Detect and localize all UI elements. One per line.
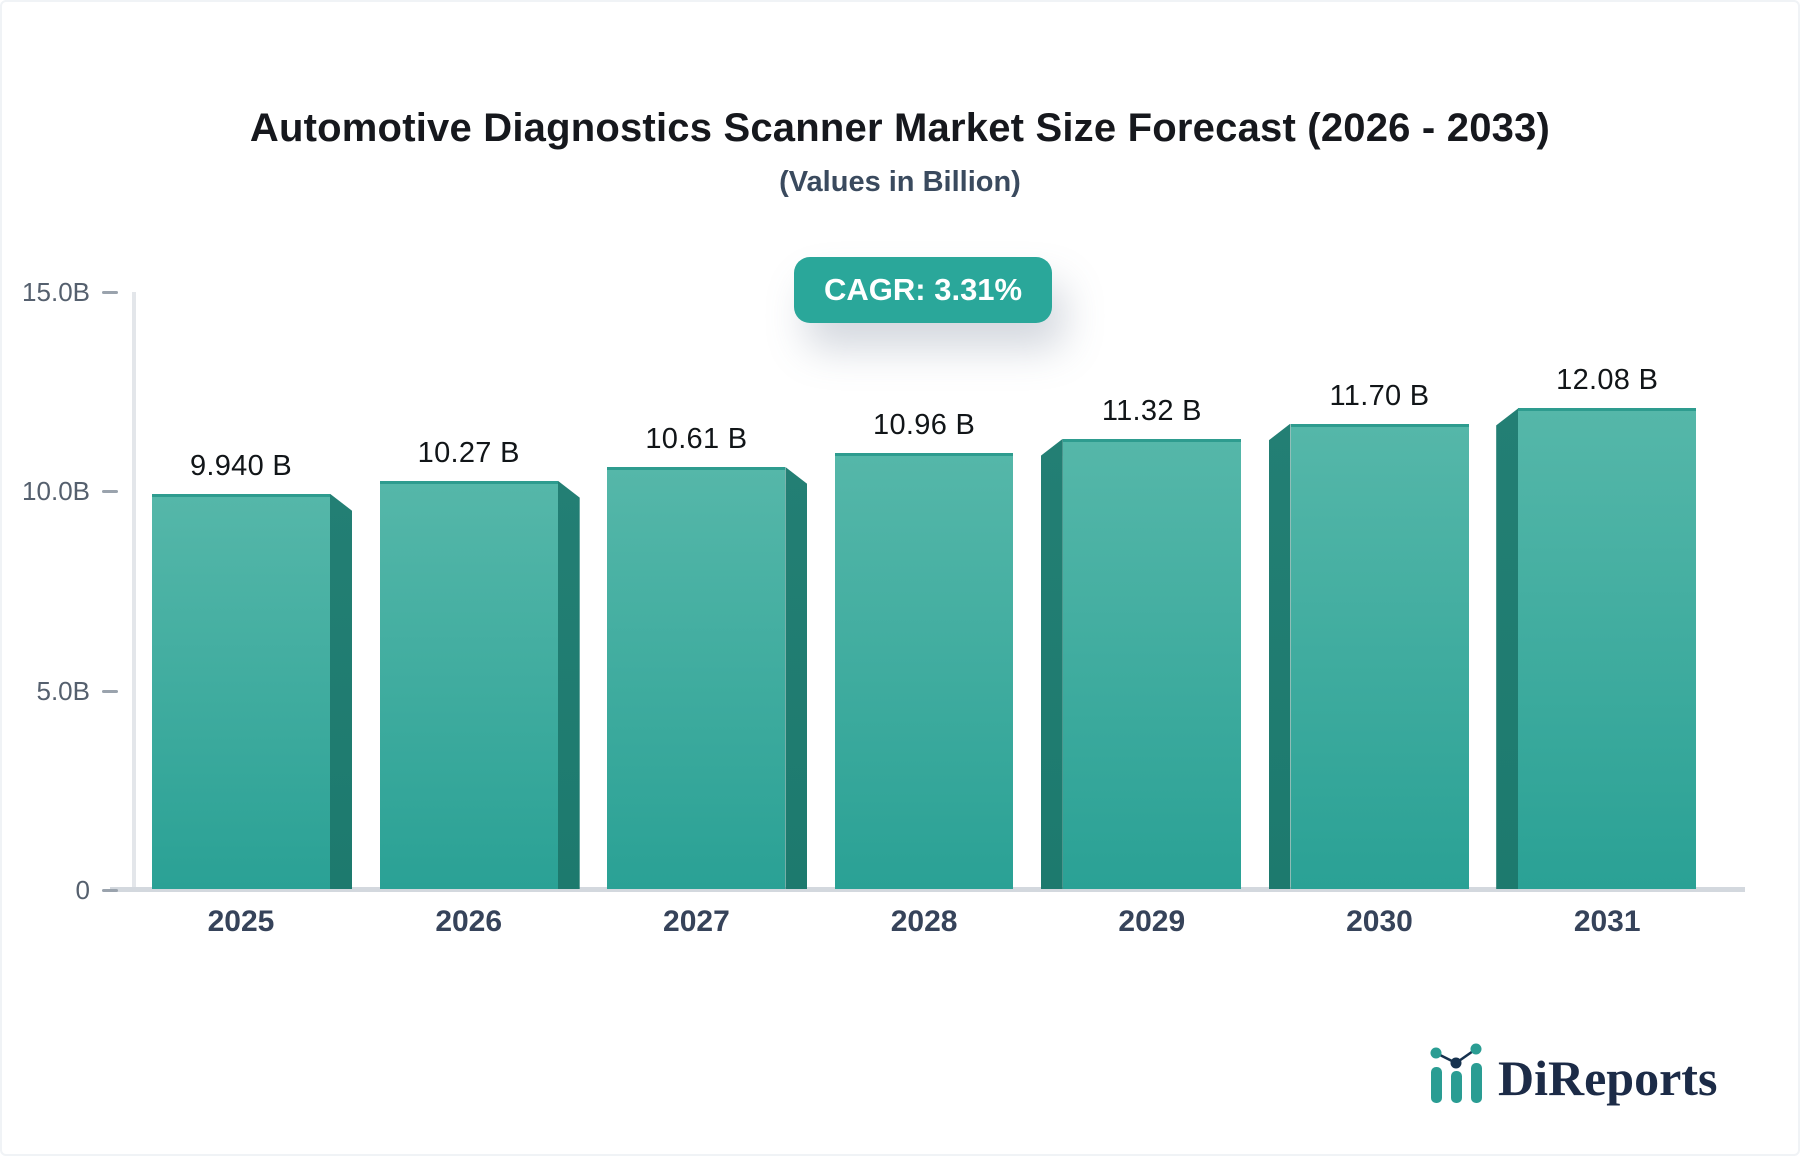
bar-2026 — [379, 480, 558, 889]
y-axis-label: 5.0B — [36, 675, 91, 706]
bar-side-3d — [1496, 408, 1519, 889]
y-axis-label: 15.0B — [22, 277, 90, 307]
y-axis-tick — [102, 291, 118, 294]
brand-name: DiReports — [1498, 1050, 1718, 1106]
y-axis-line — [132, 292, 136, 890]
x-axis-label: 2026 — [435, 905, 503, 938]
chart-title: Automotive Diagnostics Scanner Market Si… — [249, 106, 1551, 150]
y-axis-label: 0 — [75, 875, 90, 905]
cagr-badge: CAGR: 3.31% — [794, 257, 1053, 323]
x-axis-line — [110, 887, 1745, 892]
bar-chart-logo-icon — [1430, 1043, 1482, 1103]
bar-side-3d — [330, 493, 352, 889]
y-axis-tick — [102, 889, 118, 892]
bar-2025 — [152, 493, 330, 889]
bar-2028 — [835, 453, 1014, 889]
x-axis-label: 2030 — [1346, 905, 1413, 938]
bar-value-label: 12.08 B — [1556, 364, 1659, 397]
x-axis-label: 2029 — [1118, 905, 1186, 938]
bar-value-label: 11.32 B — [1101, 394, 1202, 427]
bar-side-3d — [557, 480, 580, 889]
bar-value-label: 10.27 B — [417, 436, 520, 469]
y-axis-tick — [102, 490, 118, 494]
x-axis-label: 2031 — [1573, 905, 1641, 938]
bar-2029 — [1062, 438, 1241, 889]
bar-side-3d — [1268, 423, 1291, 889]
bar-value-label: 11.70 B — [1329, 379, 1430, 412]
bar-2030 — [1290, 423, 1469, 889]
x-axis-label: 2028 — [890, 905, 958, 938]
bar-2027 — [607, 467, 786, 889]
bar-side-3d — [785, 467, 808, 889]
x-axis-label: 2025 — [207, 905, 275, 938]
chart-subtitle: (Values in Billion) — [779, 166, 1021, 198]
x-axis-label: 2027 — [663, 905, 730, 938]
y-axis-label: 10.0B — [22, 476, 90, 507]
bar-value-label: 9.940 B — [189, 449, 293, 482]
bar-2031 — [1518, 408, 1697, 889]
bar-side-3d — [1040, 438, 1063, 889]
brand-logo: DiReports — [1428, 1042, 1717, 1106]
y-axis-tick — [102, 689, 118, 693]
bar-value-label: 10.96 B — [873, 409, 976, 442]
bar-value-label: 10.61 B — [645, 423, 748, 455]
